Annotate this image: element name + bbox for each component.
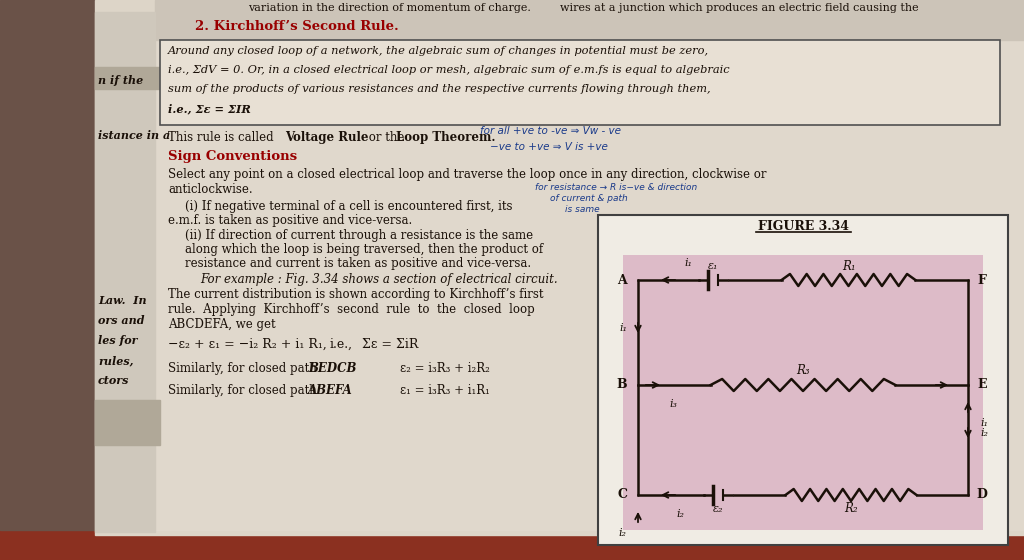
Text: anticlockwise.: anticlockwise. xyxy=(168,183,253,196)
Text: Around any closed loop of a network, the algebraic sum of changes in potential m: Around any closed loop of a network, the… xyxy=(168,46,710,56)
Text: R₁: R₁ xyxy=(842,259,855,273)
Text: variation in the direction of momentum of charge.: variation in the direction of momentum o… xyxy=(248,3,530,13)
Text: A: A xyxy=(617,273,627,287)
Bar xyxy=(95,12,155,532)
Text: i₃: i₃ xyxy=(669,399,677,409)
Text: Similarly, for closed path: Similarly, for closed path xyxy=(168,362,321,375)
Bar xyxy=(160,40,1000,125)
Text: C: C xyxy=(617,488,627,502)
Text: B: B xyxy=(616,379,628,391)
Bar xyxy=(0,0,1024,12)
Text: n if the: n if the xyxy=(98,75,143,86)
Text: Σε = ΣiR: Σε = ΣiR xyxy=(362,338,419,351)
Text: wires at a junction which produces an electric field causing the: wires at a junction which produces an el… xyxy=(560,3,919,13)
Text: This rule is called: This rule is called xyxy=(168,131,278,144)
Text: i₁: i₁ xyxy=(618,323,627,333)
Text: ABEFA: ABEFA xyxy=(308,384,352,397)
Text: D: D xyxy=(977,488,987,502)
Text: −ε₂ + ε₁ = −i₂ R₂ + i₁ R₁,: −ε₂ + ε₁ = −i₂ R₂ + i₁ R₁, xyxy=(168,338,327,351)
Text: along which the loop is being traversed, then the product of: along which the loop is being traversed,… xyxy=(185,243,543,256)
Text: for all +ve to -ve ⇒ Vw - ve: for all +ve to -ve ⇒ Vw - ve xyxy=(480,126,621,136)
Text: ctors: ctors xyxy=(98,375,129,386)
Text: Law.  In: Law. In xyxy=(98,295,146,306)
Text: i₁: i₁ xyxy=(684,258,692,268)
Text: for resistance → R is−ve & direction: for resistance → R is−ve & direction xyxy=(535,183,697,192)
Text: ε₁ = i₃R₃ + i₁R₁: ε₁ = i₃R₃ + i₁R₁ xyxy=(400,384,489,397)
Bar xyxy=(623,255,983,530)
Text: is same: is same xyxy=(565,205,600,214)
Text: FIGURE 3.34: FIGURE 3.34 xyxy=(758,220,849,233)
Text: i₂: i₂ xyxy=(980,428,988,438)
Text: or the: or the xyxy=(365,131,409,144)
Text: BEDCB: BEDCB xyxy=(308,362,356,375)
Text: of current & path: of current & path xyxy=(550,194,628,203)
Text: i.e.,: i.e., xyxy=(330,338,353,351)
Text: Similarly, for closed path: Similarly, for closed path xyxy=(168,384,321,397)
Text: e.m.f. is taken as positive and vice-versa.: e.m.f. is taken as positive and vice-ver… xyxy=(168,214,413,227)
Text: (ii) If direction of current through a resistance is the same: (ii) If direction of current through a r… xyxy=(185,229,534,242)
Text: i₂: i₂ xyxy=(676,509,684,519)
Text: rule.  Applying  Kirchhoff’s  second  rule  to  the  closed  loop: rule. Applying Kirchhoff’s second rule t… xyxy=(168,303,535,316)
Text: ε₂: ε₂ xyxy=(713,504,723,514)
Bar xyxy=(155,0,1024,40)
Text: ors and: ors and xyxy=(98,315,144,326)
Text: R₂: R₂ xyxy=(844,502,858,515)
Text: i.e., Σε = ΣIR: i.e., Σε = ΣIR xyxy=(168,103,251,114)
Text: sum of the products of various resistances and the respective currents flowing t: sum of the products of various resistanc… xyxy=(168,84,711,94)
Bar xyxy=(95,400,160,445)
Text: ABCDEFA, we get: ABCDEFA, we get xyxy=(168,318,275,331)
Text: ε₂ = i₃R₃ + i₂R₂: ε₂ = i₃R₃ + i₂R₂ xyxy=(400,362,489,375)
Text: i.e., ΣdV = 0. Or, in a closed electrical loop or mesh, algebraic sum of e.m.fs : i.e., ΣdV = 0. Or, in a closed electrica… xyxy=(168,65,730,75)
Bar xyxy=(155,12,1024,530)
Text: rules,: rules, xyxy=(98,355,133,366)
Text: resistance and current is taken as positive and vice-versa.: resistance and current is taken as posit… xyxy=(185,257,531,270)
Text: E: E xyxy=(977,379,987,391)
Text: 2. Kirchhoff’s Second Rule.: 2. Kirchhoff’s Second Rule. xyxy=(195,20,398,33)
Text: i₂: i₂ xyxy=(618,528,626,538)
Text: les for: les for xyxy=(98,335,137,346)
Text: Select any point on a closed electrical loop and traverse the loop once in any d: Select any point on a closed electrical … xyxy=(168,168,767,181)
Text: ε₁: ε₁ xyxy=(708,261,718,271)
Text: istance in a: istance in a xyxy=(98,130,170,141)
Text: R₃: R₃ xyxy=(797,365,810,377)
Text: For example : Fig. 3.34 shows a section of electrical circuit.: For example : Fig. 3.34 shows a section … xyxy=(200,273,558,286)
Text: Voltage Rule: Voltage Rule xyxy=(285,131,369,144)
Text: F: F xyxy=(978,273,986,287)
Bar xyxy=(0,530,1024,560)
Text: (i) If negative terminal of a cell is encountered first, its: (i) If negative terminal of a cell is en… xyxy=(185,200,512,213)
Bar xyxy=(95,67,160,89)
Text: Loop Theorem.: Loop Theorem. xyxy=(396,131,496,144)
Bar xyxy=(598,215,1008,545)
Text: i₁: i₁ xyxy=(980,418,988,428)
Text: The current distribution is shown according to Kirchhoff’s first: The current distribution is shown accord… xyxy=(168,288,544,301)
Text: Sign Conventions: Sign Conventions xyxy=(168,150,297,163)
Text: −ve to +ve ⇒ V is +ve: −ve to +ve ⇒ V is +ve xyxy=(490,142,608,152)
Bar xyxy=(0,0,95,530)
